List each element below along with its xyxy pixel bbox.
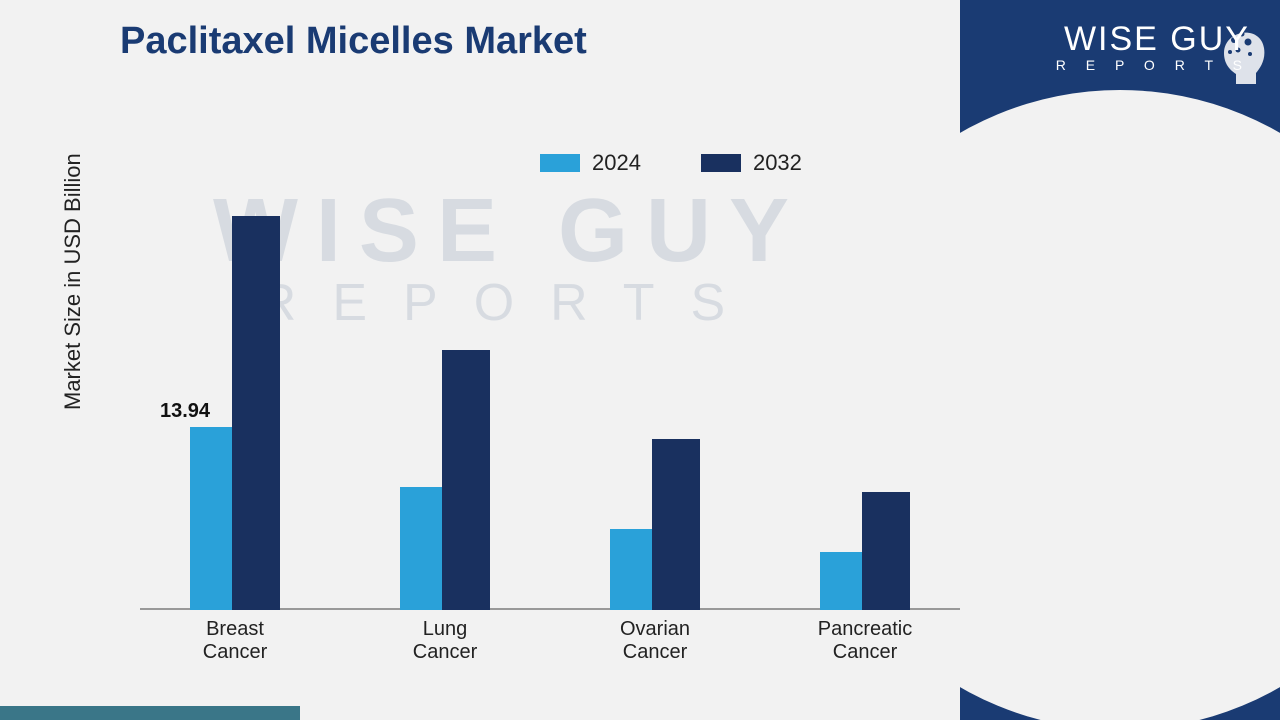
- bar-series-a: [400, 487, 448, 610]
- chart: Market Size in USD Billion 2024 2032 Bre…: [100, 150, 980, 660]
- footer-accent-bar: [0, 706, 300, 720]
- legend-swatch-2032: [701, 154, 741, 172]
- x-tick-label: Pancreatic Cancer: [818, 618, 913, 664]
- legend-item-2032: 2032: [701, 150, 802, 176]
- x-tick-label: Lung Cancer: [413, 618, 477, 664]
- plot-area: Breast Cancer13.94 Lung Cancer Ovarian Can…: [140, 190, 960, 610]
- bar-series-b: [232, 216, 280, 610]
- x-tick-label: Ovarian Cancer: [620, 618, 690, 664]
- legend-swatch-2024: [540, 154, 580, 172]
- bar-group: Ovarian Cancer: [580, 439, 730, 610]
- page: WISE GUY R E P O R T S Paclitaxel Micell…: [0, 0, 1280, 720]
- bar-group: Lung Cancer: [370, 350, 520, 610]
- x-tick-label: Breast Cancer: [203, 618, 267, 664]
- legend-item-2024: 2024: [540, 150, 641, 176]
- logo: WISE GUY R E P O R T S: [1056, 20, 1250, 73]
- legend-label-2024: 2024: [592, 150, 641, 176]
- bar-series-a: [820, 552, 868, 610]
- bar-series-a: [190, 427, 238, 610]
- bar-series-b: [862, 492, 910, 610]
- bar-data-label: 13.94: [160, 400, 210, 423]
- bar-series-b: [442, 350, 490, 610]
- bar-series-a: [610, 529, 658, 610]
- y-axis-label: Market Size in USD Billion: [60, 153, 86, 410]
- legend: 2024 2032: [540, 150, 802, 176]
- logo-line2: R E P O R T S: [1056, 57, 1250, 73]
- bar-series-b: [652, 439, 700, 610]
- legend-label-2032: 2032: [753, 150, 802, 176]
- chart-title: Paclitaxel Micelles Market: [120, 20, 587, 63]
- bar-group: Breast Cancer13.94: [160, 216, 310, 610]
- bar-group: Pancreatic Cancer: [790, 492, 940, 610]
- logo-line1: WISE GUY: [1056, 20, 1250, 59]
